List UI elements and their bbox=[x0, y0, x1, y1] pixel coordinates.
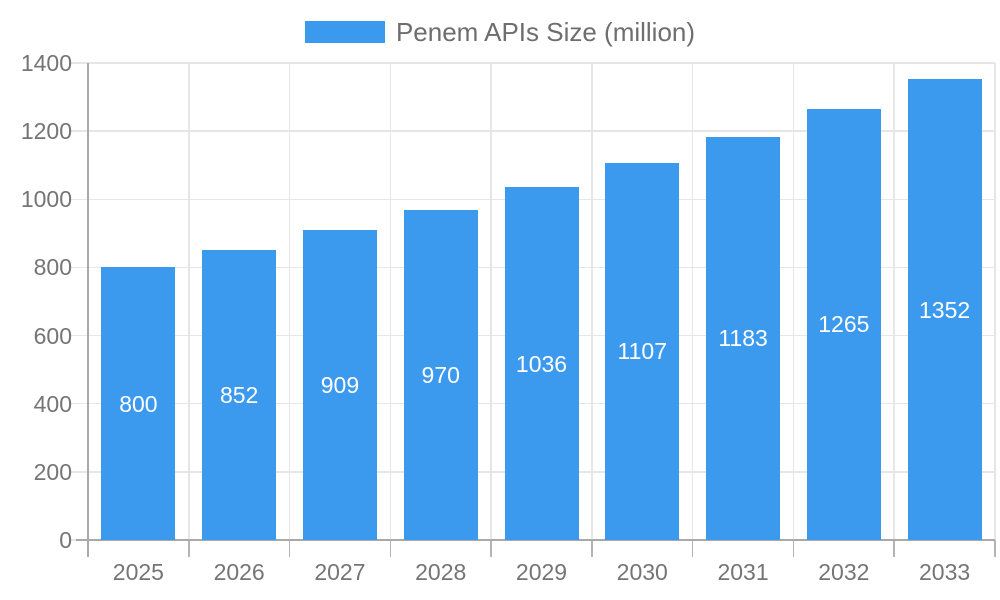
bar-value-label: 909 bbox=[320, 372, 360, 399]
bar[interactable] bbox=[806, 108, 881, 540]
x-tick-label: 2032 bbox=[818, 559, 870, 585]
gridline-vertical bbox=[490, 63, 492, 540]
bar[interactable] bbox=[101, 267, 176, 540]
y-axis-tick bbox=[70, 62, 88, 64]
y-tick-label: 600 bbox=[33, 322, 72, 349]
x-axis-tick bbox=[792, 540, 795, 557]
gridline-vertical bbox=[994, 63, 996, 540]
legend[interactable]: Penem APIs Size (million) bbox=[0, 14, 1000, 50]
y-axis-tick bbox=[70, 266, 88, 269]
y-tick-label: 1400 bbox=[20, 50, 72, 76]
y-tick-label: 1000 bbox=[20, 186, 72, 213]
y-axis-tick bbox=[70, 334, 88, 337]
bar[interactable] bbox=[403, 209, 478, 540]
x-tick-label: 2027 bbox=[314, 559, 366, 585]
y-tick-label: 1200 bbox=[20, 118, 72, 145]
x-axis-tick bbox=[490, 540, 492, 557]
y-tick-label: 200 bbox=[33, 458, 72, 485]
x-tick-label: 2026 bbox=[213, 559, 265, 585]
bar-value-label: 970 bbox=[421, 361, 460, 388]
y-axis-tick bbox=[70, 402, 88, 405]
x-tick-label: 2031 bbox=[717, 559, 769, 585]
x-tick-label: 2029 bbox=[515, 559, 568, 585]
bar-value-label: 852 bbox=[219, 381, 259, 408]
gridline-vertical bbox=[389, 63, 392, 540]
gridline-horizontal bbox=[88, 130, 995, 132]
y-tick-label: 800 bbox=[33, 254, 72, 281]
x-tick-label: 2028 bbox=[415, 559, 467, 585]
x-axis-tick bbox=[994, 540, 996, 557]
x-axis-tick bbox=[288, 540, 291, 557]
bar[interactable] bbox=[302, 230, 377, 540]
bar-value-label: 1036 bbox=[515, 350, 568, 377]
bar-value-label: 1265 bbox=[818, 311, 870, 338]
x-tick-label: 2025 bbox=[112, 559, 164, 585]
gridline-vertical bbox=[591, 63, 593, 540]
x-tick-label: 2030 bbox=[616, 559, 668, 585]
gridline-vertical bbox=[893, 63, 895, 540]
x-axis-tick bbox=[691, 540, 694, 557]
gridline-vertical bbox=[188, 63, 190, 540]
gridline-vertical bbox=[691, 63, 694, 540]
legend-swatch bbox=[304, 21, 385, 43]
gridline-vertical bbox=[792, 63, 795, 540]
bar-value-label: 1352 bbox=[919, 296, 971, 323]
bar[interactable] bbox=[202, 249, 277, 540]
y-axis-line bbox=[87, 63, 89, 557]
x-axis-line bbox=[76, 539, 995, 541]
bar-value-label: 800 bbox=[119, 390, 158, 417]
y-tick-label: 400 bbox=[33, 390, 72, 417]
x-tick-label: 2033 bbox=[919, 559, 971, 585]
y-axis-tick bbox=[70, 198, 88, 201]
gridline-horizontal bbox=[88, 62, 995, 64]
bar[interactable] bbox=[605, 162, 680, 540]
y-axis-tick bbox=[70, 130, 88, 132]
gridline-vertical bbox=[288, 63, 291, 540]
x-axis-tick bbox=[591, 540, 593, 557]
x-axis-tick bbox=[893, 540, 895, 557]
legend-label: Penem APIs Size (million) bbox=[395, 17, 696, 47]
x-axis-tick bbox=[389, 540, 392, 557]
bar-value-label: 1183 bbox=[718, 325, 768, 352]
y-tick-label: 0 bbox=[59, 527, 72, 553]
x-axis-tick bbox=[188, 540, 190, 557]
y-axis-tick bbox=[70, 471, 88, 473]
bar[interactable] bbox=[706, 136, 781, 540]
bar[interactable] bbox=[907, 79, 982, 540]
bar[interactable] bbox=[504, 187, 579, 540]
bar-value-label: 1107 bbox=[617, 338, 667, 365]
